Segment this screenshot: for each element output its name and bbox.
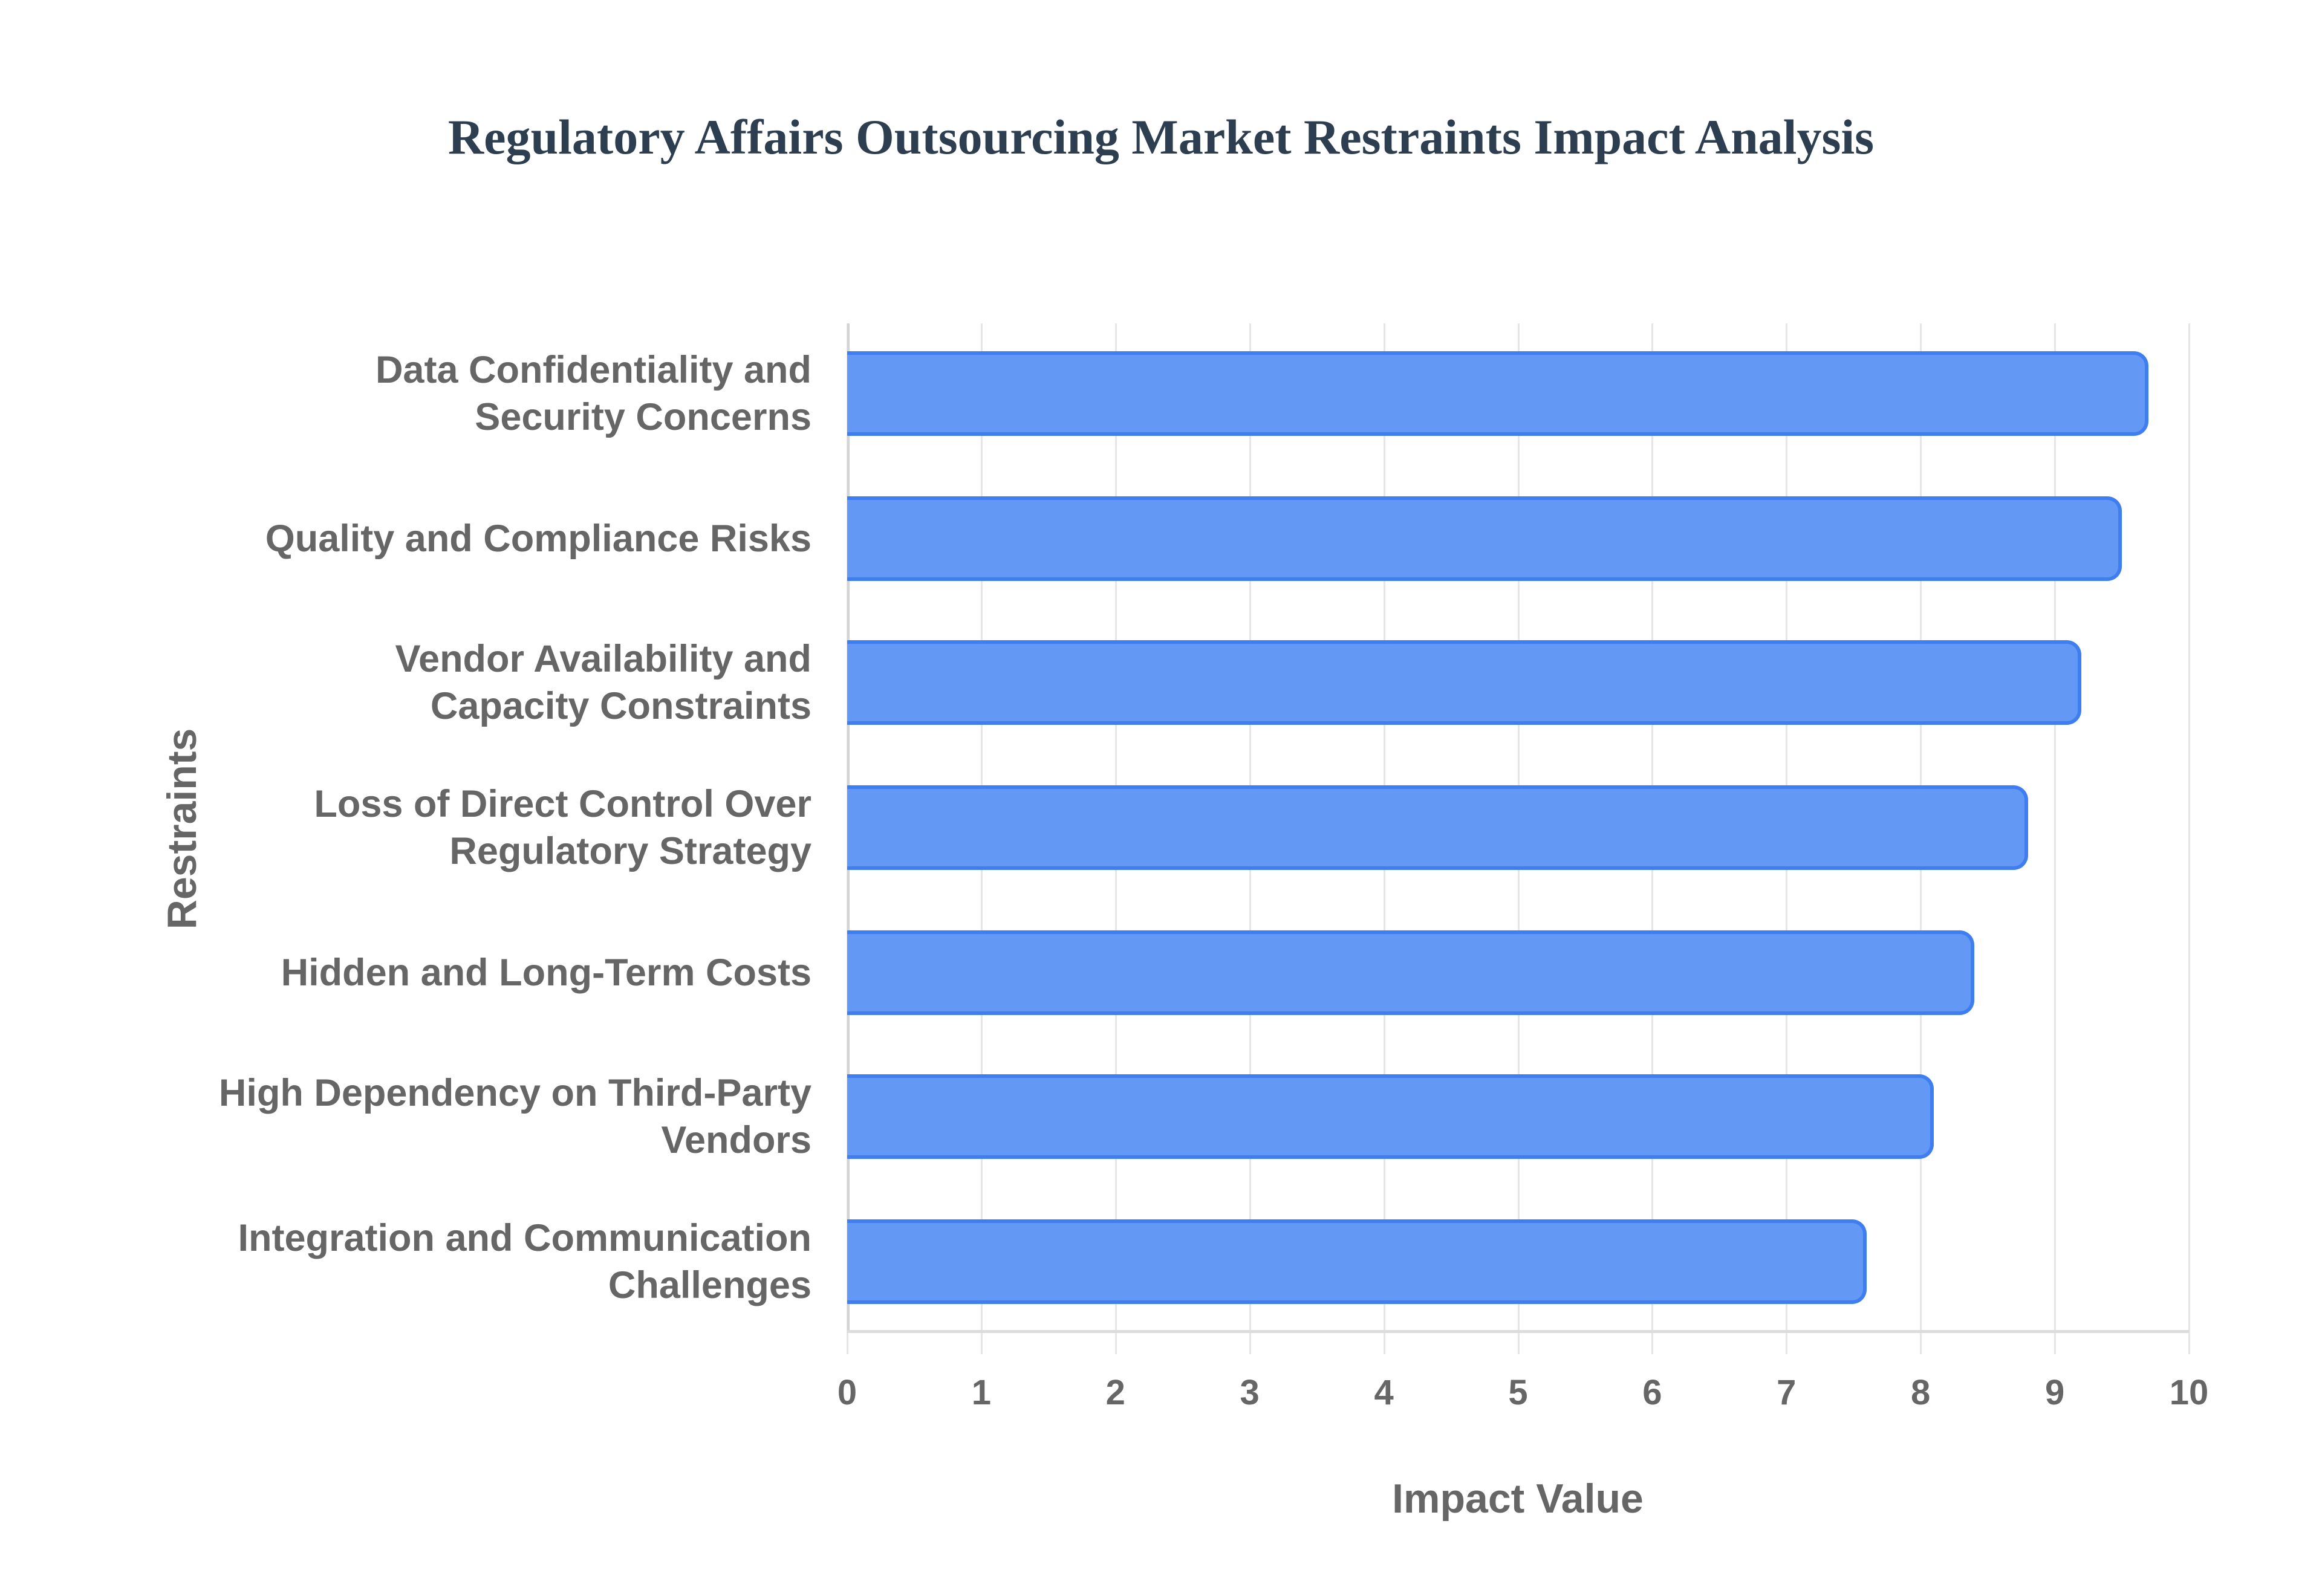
category-label-line: Hidden and Long-Term Costs [281, 952, 811, 994]
bar[interactable] [847, 351, 2149, 436]
category-label: Loss of Direct Control Over Regulatory St… [146, 780, 811, 875]
tick-mark [1517, 1330, 1520, 1354]
x-tick-label: 1 [971, 1373, 992, 1412]
bar[interactable] [847, 785, 2028, 870]
category-label-line: Vendor Availability and [395, 638, 811, 680]
chart-title: Regulatory Affairs Outsourcing Market Re… [447, 109, 1875, 164]
x-tick-label: 9 [2044, 1373, 2065, 1412]
x-tick-label: 4 [1374, 1373, 1394, 1412]
category-label: Integration and Communication Challenges [146, 1215, 811, 1309]
tick-mark [2188, 1330, 2190, 1354]
bar[interactable] [847, 930, 1974, 1015]
category-label-line: High Dependency on Third-Party [218, 1072, 811, 1114]
bar[interactable] [847, 496, 2122, 581]
category-label: High Dependency on Third-Party Vendors [146, 1069, 811, 1164]
x-tick-label: 3 [1240, 1373, 1260, 1412]
tick-mark [847, 1330, 848, 1354]
x-tick-label: 2 [1105, 1373, 1125, 1412]
tick-mark [1920, 1330, 1922, 1354]
category-label-line: Data Confidentiality and [375, 349, 811, 391]
category-label: Data Confidentiality and Security Concern… [146, 346, 811, 441]
bar[interactable] [847, 1074, 1934, 1159]
category-label-line: Challenges [608, 1264, 811, 1306]
x-tick-label: 8 [1911, 1373, 1931, 1412]
x-tick-label: 5 [1508, 1373, 1528, 1412]
category-label: Hidden and Long-Term Costs [146, 949, 811, 996]
tick-mark [980, 1330, 983, 1354]
category-label-line: Capacity Constraints [430, 685, 811, 727]
tick-mark [2054, 1330, 2057, 1354]
category-label-line: Quality and Compliance Risks [265, 517, 811, 560]
bar[interactable] [847, 1219, 1867, 1304]
x-tick-label: 7 [1777, 1373, 1797, 1412]
tick-mark [1383, 1330, 1385, 1354]
category-label-line: Security Concerns [475, 396, 811, 438]
category-label-line: Vendors [661, 1119, 811, 1161]
x-axis-line [847, 1330, 2189, 1333]
x-axis-label: Impact Value [1392, 1476, 1644, 1522]
tick-mark [1249, 1330, 1251, 1354]
x-tick-label: 6 [1642, 1373, 1662, 1412]
x-tick-label: 0 [837, 1373, 857, 1412]
tick-mark [1786, 1330, 1788, 1354]
tick-mark [1651, 1330, 1654, 1354]
bar[interactable] [847, 640, 2082, 725]
category-label: Vendor Availability and Capacity Constrai… [146, 635, 811, 730]
category-label: Quality and Compliance Risks [146, 515, 811, 562]
category-label-line: Loss of Direct Control Over [314, 783, 811, 825]
gridline [2188, 323, 2190, 1330]
tick-mark [1114, 1330, 1117, 1354]
x-tick-label: 10 [2169, 1373, 2209, 1412]
category-label-line: Integration and Communication [238, 1217, 811, 1259]
category-label-line: Regulatory Strategy [449, 830, 811, 872]
gridline [2054, 323, 2057, 1330]
plot-area: 0 1 2 3 4 5 6 7 8 9 10 [837, 323, 2208, 1412]
